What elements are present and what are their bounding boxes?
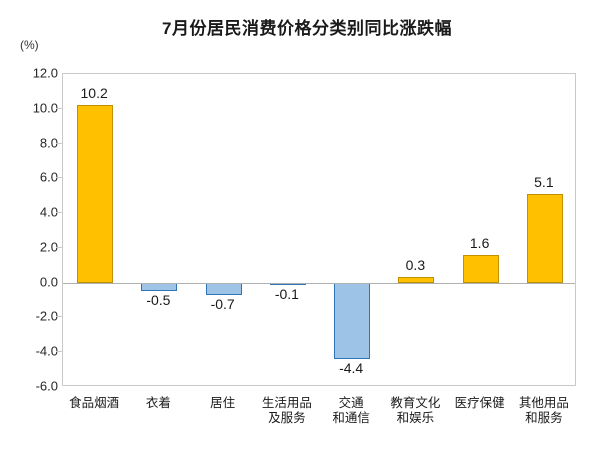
chart-title: 7月份居民消费价格分类别同比涨跌幅: [162, 19, 452, 38]
x-axis-category-2: 衣着: [113, 396, 203, 411]
zero-baseline: [63, 282, 575, 284]
bar-7[interactable]: [462, 254, 499, 283]
bar-value-label-2: -0.5: [146, 292, 171, 309]
x-axis-category-3: 居住: [178, 396, 268, 411]
x-axis-label-line1: 其他用品: [518, 396, 569, 410]
y-axis-unit-label: (%): [20, 38, 39, 52]
bar-8[interactable]: [526, 193, 563, 283]
x-axis-category-8: 其他用品 和服务: [499, 396, 589, 426]
x-axis-label-line2: 和服务: [525, 411, 563, 425]
y-axis-tick-mark: [56, 142, 62, 144]
bar-value-label-1: 10.2: [80, 85, 108, 102]
y-axis-tick-label: 4.0: [39, 204, 58, 220]
x-axis-category-6: 教育文化 和娱乐: [370, 396, 460, 426]
y-axis-tick-mark: [56, 212, 62, 214]
y-axis-tick-label: -4.0: [35, 343, 58, 359]
y-axis-tick-mark: [56, 351, 62, 353]
x-axis-label-line1: 居住: [210, 396, 236, 410]
bar-2[interactable]: [141, 282, 178, 292]
x-axis-category-5: 交通 和通信: [306, 396, 396, 426]
x-axis-category-7: 医疗保健: [435, 396, 525, 411]
bar-1[interactable]: [77, 105, 114, 283]
bar-value-label-4: -0.1: [274, 285, 299, 302]
y-axis-tick-label: 2.0: [39, 239, 58, 255]
y-axis-tick-label: 6.0: [39, 169, 58, 185]
bar-value-label-8: 5.1: [534, 173, 554, 190]
y-axis-tick-mark: [56, 177, 62, 179]
bar-value-label-3: -0.7: [210, 295, 235, 312]
x-axis-label-line1: 食品烟酒: [69, 396, 120, 410]
y-axis-tick-label: 12.0: [32, 65, 58, 81]
bar-3[interactable]: [205, 282, 242, 295]
x-axis-label-line2: 和娱乐: [396, 411, 435, 425]
bar-value-label-5: -4.4: [339, 360, 364, 377]
y-axis-tick-mark: [56, 246, 62, 248]
x-axis-category-4: 生活用品 及服务: [242, 396, 332, 426]
bar-value-label-6: 0.3: [405, 257, 426, 274]
y-axis-tick-label: 0.0: [39, 274, 58, 290]
plot-area: [62, 73, 576, 386]
bar-5[interactable]: [334, 282, 371, 360]
y-axis-tick-mark: [56, 107, 62, 109]
y-axis-tick-label: 10.0: [32, 100, 58, 116]
y-axis-tick-label: -2.0: [35, 308, 58, 324]
bar-6[interactable]: [398, 277, 435, 283]
x-axis-label-line2: 和通信: [332, 411, 370, 425]
x-axis-label-line1: 生活用品: [261, 396, 312, 410]
x-axis-label-line2: 及服务: [268, 411, 306, 425]
x-axis-label-line1: 医疗保健: [454, 396, 505, 410]
bar-value-label-7: 1.6: [469, 234, 490, 251]
x-axis-label-line1: 衣着: [145, 396, 171, 410]
x-axis-label-line1: 交通: [338, 396, 364, 410]
x-axis-label-line1: 教育文化: [390, 396, 441, 410]
y-axis-tick-mark: [56, 316, 62, 318]
y-axis-tick-label: 8.0: [39, 135, 58, 151]
x-axis-category-1: 食品烟酒: [49, 396, 139, 411]
y-axis-tick-label: -6.0: [35, 378, 58, 394]
